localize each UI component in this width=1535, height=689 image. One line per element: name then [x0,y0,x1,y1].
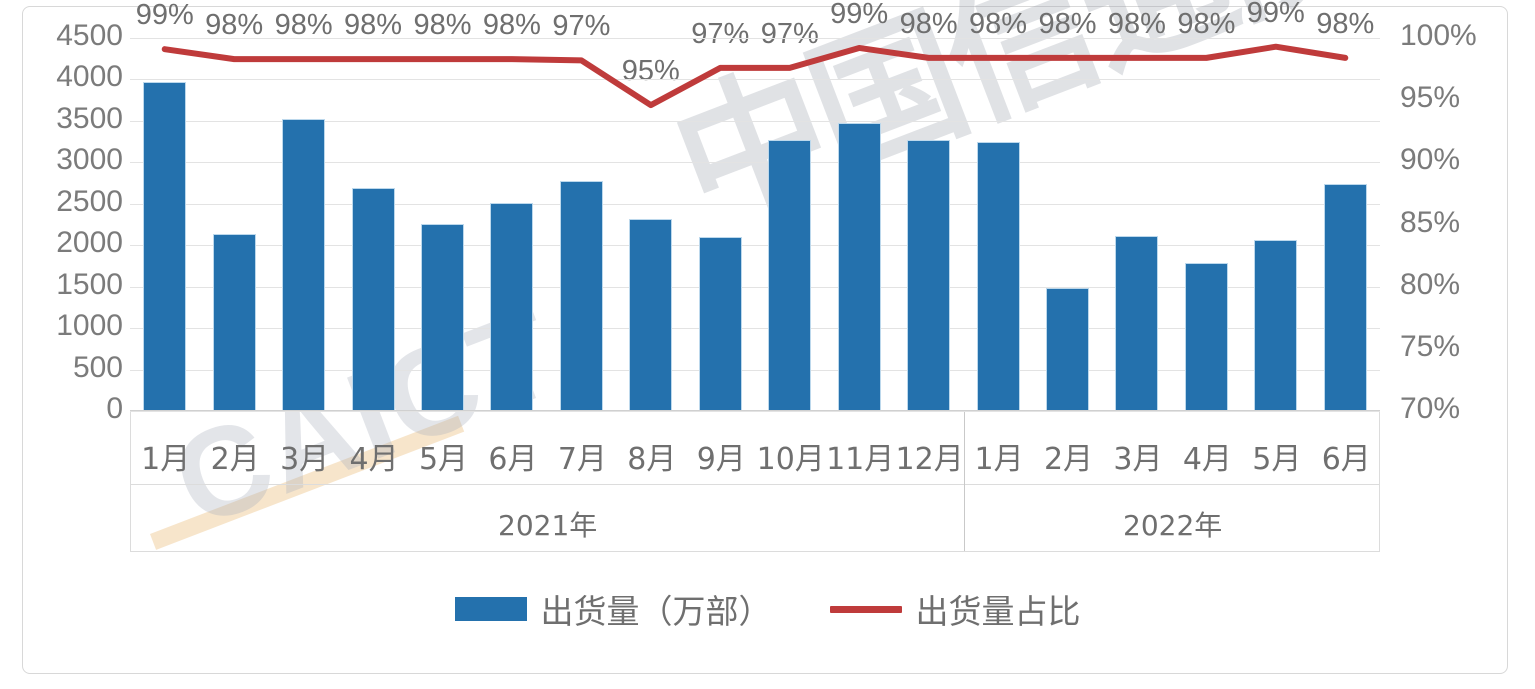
line-data-label: 98% [274,9,333,42]
line-data-label: 98% [482,9,541,42]
month-label: 1月 [974,442,1024,477]
month-label: 8月 [627,442,677,477]
month-label: 11月 [826,442,895,477]
bar[interactable] [768,139,812,411]
y-axis-left-tick: 4500 [56,19,123,52]
bar[interactable] [837,122,881,411]
line-data-label: 99% [135,0,194,32]
line-data-label: 99% [830,0,889,30]
y-axis-left-tick: 3500 [56,101,123,135]
line-data-label: 97% [691,17,750,50]
gridline [130,79,1380,81]
legend-label-share: 出货量占比 [915,592,1081,631]
y-axis-right-tick: 100% [1400,19,1477,52]
month-label: 3月 [1113,442,1163,477]
y-axis-left-tick: 500 [72,350,123,384]
line-data-label: 98% [205,9,264,42]
line-series [161,43,1349,109]
group-separator [964,412,966,551]
month-label: 7月 [557,442,607,477]
bar[interactable] [143,81,187,411]
year-label: 2021年 [498,509,598,542]
gridline [130,38,1380,39]
month-label: 2月 [210,442,260,477]
gridline [130,369,1380,371]
line-path [161,43,1349,109]
month-label: 12月 [895,442,964,477]
line-data-label: 98% [1107,7,1166,40]
legend-bar-swatch-icon [454,597,527,621]
month-label: 5月 [1252,442,1302,477]
bar[interactable] [629,218,673,411]
y-axis-left-tick: 1500 [56,267,123,301]
bar[interactable] [698,236,742,411]
y-axis-left-tick: 3000 [56,143,123,177]
x-axis-baseline [130,410,1380,411]
y-axis-right-tick: 80% [1400,267,1461,301]
month-label: 4月 [349,442,399,477]
line-data-label: 97% [760,17,819,50]
y-axis-right-tick: 90% [1400,143,1461,177]
legend-label-shipments: 出货量（万部） [540,592,772,631]
line-data-label: 98% [413,9,472,42]
gridline [130,203,1380,205]
gridline [130,120,1380,122]
month-label: 2月 [1043,442,1094,477]
month-label: 5月 [418,442,469,477]
y-axis-left-tick: 0 [106,392,123,425]
bar[interactable] [1115,236,1159,411]
line-data-label: 98% [1177,7,1236,40]
y-axis-left-tick: 2500 [56,184,123,218]
month-label: 1月 [141,442,191,477]
category-axis: 1月 2月 3月 4月 5月 6月 7月 8月 9月 10月 11月 12月 1月 2月 3月 4月 5月 6月 … [130,412,1380,552]
legend-item-share[interactable]: 出货量占比 [829,585,1081,633]
month-label: 4月 [1182,442,1232,477]
chart-legend: 出货量（万部） 出货量占比 [0,585,1535,633]
bar[interactable] [1254,240,1298,411]
bar[interactable] [351,188,395,411]
month-label: 6月 [1321,442,1371,477]
line-data-label: 95% [621,55,680,88]
month-label: 9月 [696,442,746,477]
bar[interactable] [907,139,951,411]
bar-series [130,38,1380,411]
line-data-label: 99% [1246,0,1305,29]
y-axis-right-tick: 70% [1400,392,1461,425]
bar[interactable] [1045,288,1090,411]
gridline [130,162,1380,164]
bar[interactable] [1323,183,1367,411]
gridline [130,286,1380,288]
gridline [130,328,1380,330]
bar[interactable] [976,142,1020,411]
bar[interactable] [282,119,326,411]
month-label: 10月 [756,442,825,477]
year-label: 2022年 [1123,509,1223,542]
y-axis-left-tick: 4000 [56,60,123,94]
line-data-label: 98% [344,9,403,42]
line-data-label: 98% [1038,7,1097,40]
bar[interactable] [490,202,534,411]
line-data-label: 97% [552,10,611,43]
gridline [130,411,1380,412]
month-label: 6月 [488,442,538,477]
category-axis-divider [131,484,1379,485]
y-axis-left-tick: 1000 [56,309,123,343]
legend-item-shipments[interactable]: 出货量（万部） [454,585,772,633]
bar[interactable] [1184,263,1228,411]
legend-line-swatch-icon [829,605,902,613]
month-label: 3月 [280,442,330,477]
y-axis-right-tick: 85% [1400,205,1461,239]
y-axis-left-tick: 2000 [56,226,123,260]
line-data-label: 98% [969,7,1028,40]
bar[interactable] [559,180,603,411]
gridline [130,245,1380,247]
line-data-label: 98% [899,7,958,40]
line-data-label: 98% [1316,7,1375,40]
plot-area [130,38,1380,412]
y-axis-right-tick: 75% [1400,329,1461,363]
y-axis-right-tick: 95% [1400,81,1461,115]
